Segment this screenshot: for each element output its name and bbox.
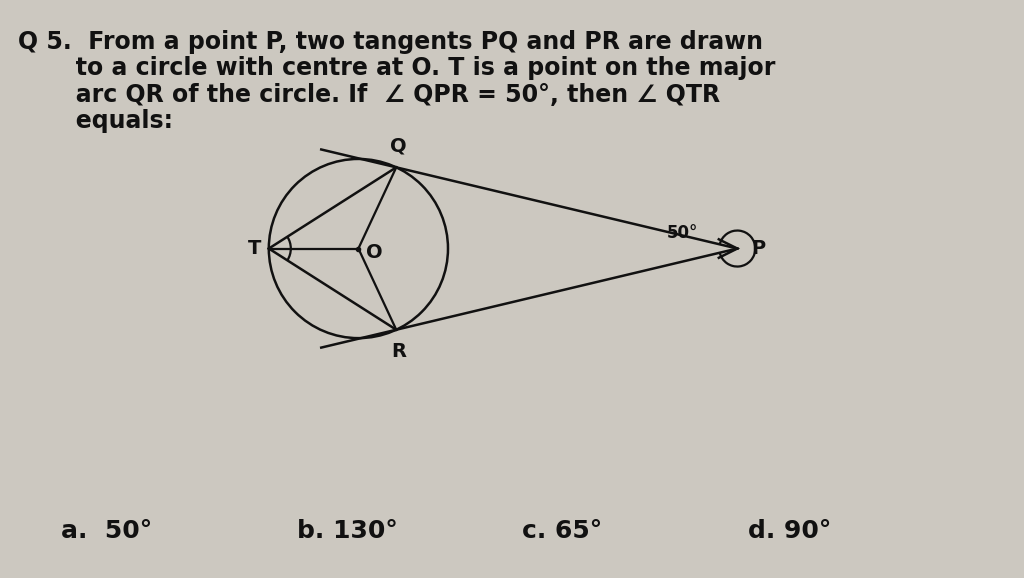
- Text: b. 130°: b. 130°: [297, 519, 398, 543]
- Text: O: O: [367, 243, 383, 262]
- Text: 50°: 50°: [667, 224, 698, 242]
- Text: T: T: [248, 239, 261, 258]
- Text: P: P: [752, 239, 766, 258]
- Text: a.  50°: a. 50°: [61, 519, 153, 543]
- Text: R: R: [391, 342, 406, 361]
- Text: equals:: equals:: [18, 109, 173, 133]
- Text: arc QR of the circle. If  ∠ QPR = 50°, then ∠ QTR: arc QR of the circle. If ∠ QPR = 50°, th…: [18, 83, 720, 107]
- Text: to a circle with centre at O. T is a point on the major: to a circle with centre at O. T is a poi…: [18, 56, 775, 80]
- Text: Q: Q: [390, 136, 407, 155]
- Text: d. 90°: d. 90°: [748, 519, 830, 543]
- Text: c. 65°: c. 65°: [522, 519, 602, 543]
- Text: Q 5.  From a point P, two tangents PQ and PR are drawn: Q 5. From a point P, two tangents PQ and…: [18, 30, 763, 54]
